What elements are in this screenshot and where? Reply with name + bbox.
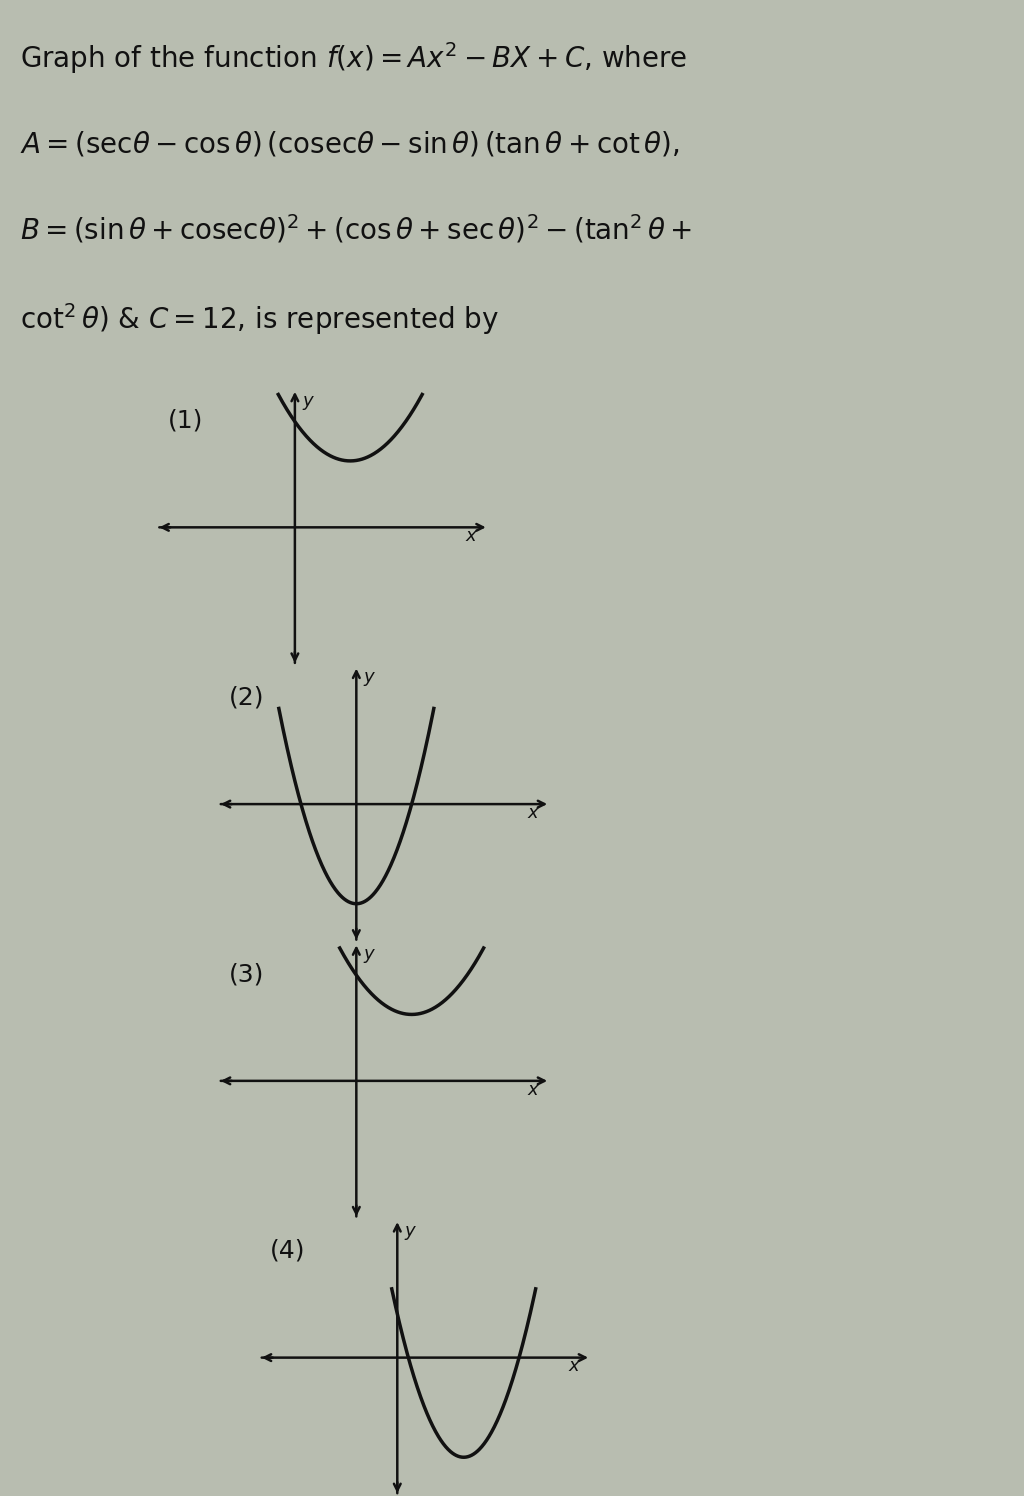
Text: Graph of the function $f(x) = Ax^2 - BX + C$, where: Graph of the function $f(x) = Ax^2 - BX …	[20, 40, 688, 76]
Text: $B = (\sin\theta + \mathrm{cosec}\theta)^2 + (\cos\theta + \sec\theta)^2 - (\tan: $B = (\sin\theta + \mathrm{cosec}\theta)…	[20, 212, 692, 245]
Text: $A = (\mathrm{sec}\theta - \cos\theta)\,(\mathrm{cosec}\theta - \sin\theta)\,(\t: $A = (\mathrm{sec}\theta - \cos\theta)\,…	[20, 130, 680, 159]
Text: (4): (4)	[270, 1239, 305, 1263]
Text: $y$: $y$	[362, 670, 376, 688]
Text: $x$: $x$	[526, 803, 540, 821]
Text: $x$: $x$	[465, 527, 478, 545]
Text: (1): (1)	[168, 408, 203, 432]
Text: $y$: $y$	[403, 1224, 417, 1242]
Text: (3): (3)	[229, 962, 264, 986]
Text: $x$: $x$	[567, 1357, 581, 1375]
Text: $x$: $x$	[526, 1080, 540, 1098]
Text: $\cot^2\theta)$ & $C = 12$, is represented by: $\cot^2\theta)$ & $C = 12$, is represent…	[20, 301, 500, 337]
Text: (2): (2)	[229, 685, 264, 709]
Text: $y$: $y$	[301, 393, 314, 411]
Text: $y$: $y$	[362, 947, 376, 965]
